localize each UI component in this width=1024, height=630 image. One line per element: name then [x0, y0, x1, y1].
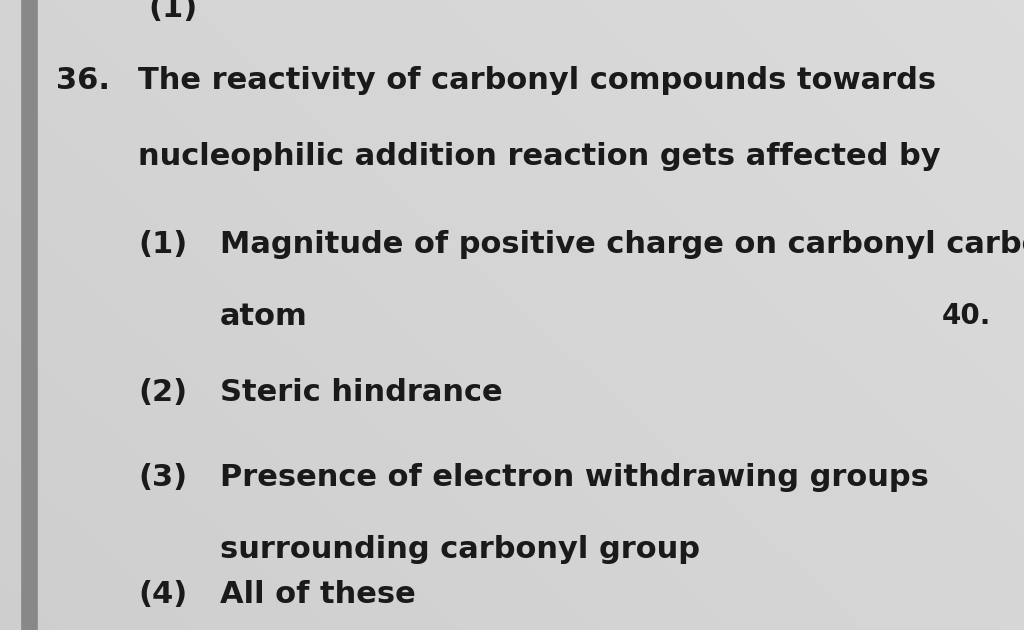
Text: 36.: 36.	[56, 66, 111, 95]
Text: atom: atom	[220, 302, 308, 331]
Text: surrounding carbonyl group: surrounding carbonyl group	[220, 536, 700, 564]
Text: Magnitude of positive charge on carbonyl carbon: Magnitude of positive charge on carbonyl…	[220, 230, 1024, 259]
Text: (1): (1)	[138, 230, 187, 259]
Text: The reactivity of carbonyl compounds towards: The reactivity of carbonyl compounds tow…	[138, 66, 936, 95]
Text: 40.: 40.	[942, 302, 991, 330]
Text: nucleophilic addition reaction gets affected by: nucleophilic addition reaction gets affe…	[138, 142, 941, 171]
Text: Steric hindrance: Steric hindrance	[220, 378, 503, 407]
Text: (3): (3)	[138, 463, 187, 492]
Text: (2): (2)	[138, 378, 187, 407]
Text: All of these: All of these	[220, 580, 416, 609]
Text: Presence of electron withdrawing groups: Presence of electron withdrawing groups	[220, 463, 929, 492]
Text: (4): (4)	[138, 580, 187, 609]
Text: (1): (1)	[148, 0, 198, 23]
